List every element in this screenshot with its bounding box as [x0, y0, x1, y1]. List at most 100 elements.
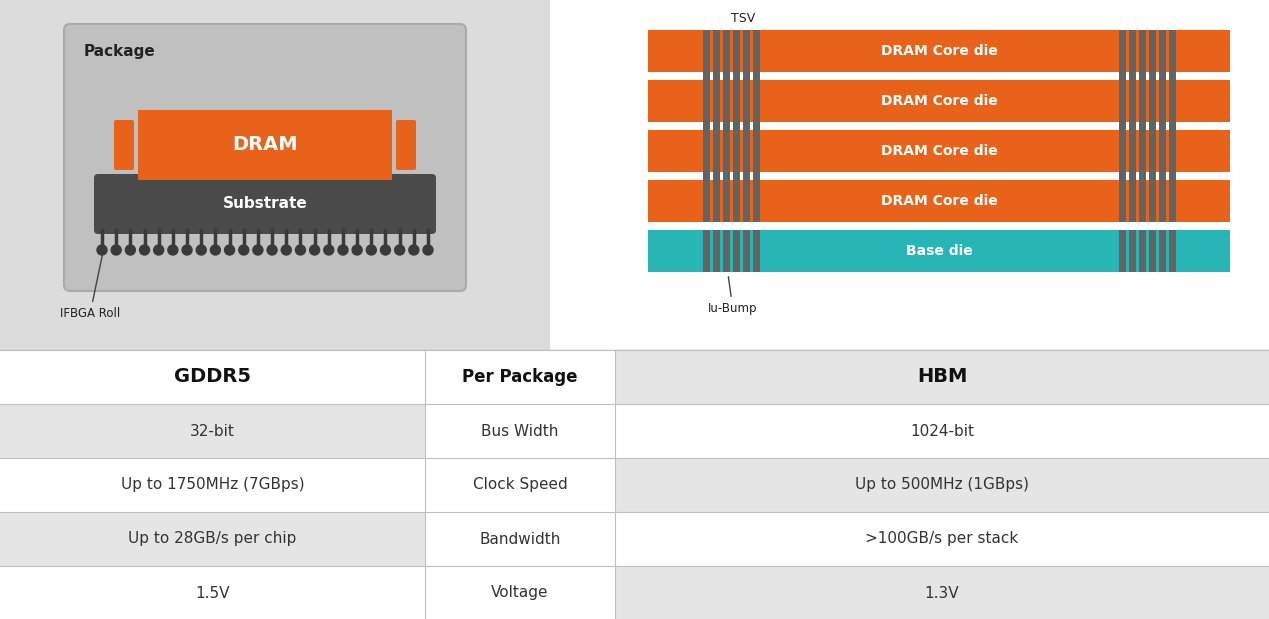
Text: DRAM: DRAM [232, 136, 298, 155]
Bar [425, 512, 615, 566]
Text: >100GB/s per stack: >100GB/s per stack [865, 532, 1019, 547]
Bar [648, 230, 1230, 272]
Bar [1169, 30, 1176, 80]
Bar [753, 180, 760, 222]
Bar [1148, 80, 1156, 130]
Bar [1169, 180, 1176, 222]
FancyBboxPatch shape [63, 24, 466, 291]
Text: GDDR5: GDDR5 [174, 368, 251, 386]
Text: DRAM Core die: DRAM Core die [881, 44, 997, 58]
Bar [0, 404, 425, 458]
Bar [723, 180, 730, 222]
Bar [733, 180, 740, 222]
Bar [615, 458, 1269, 512]
Bar [703, 180, 709, 222]
Bar [703, 80, 709, 130]
Text: Up to 28GB/s per chip: Up to 28GB/s per chip [128, 532, 297, 547]
Bar [1159, 30, 1166, 80]
Bar [1159, 230, 1166, 272]
Text: Voltage: Voltage [491, 586, 548, 600]
Bar [0, 0, 549, 350]
Bar [425, 458, 615, 512]
Bar [733, 80, 740, 130]
Circle shape [140, 245, 150, 255]
Bar [1159, 80, 1166, 130]
Circle shape [112, 245, 121, 255]
Bar [138, 110, 392, 180]
Bar [703, 30, 709, 80]
Bar [1129, 230, 1136, 272]
Circle shape [239, 245, 249, 255]
FancyBboxPatch shape [114, 120, 135, 170]
Circle shape [324, 245, 334, 255]
Bar [1129, 180, 1136, 222]
Text: Bus Width: Bus Width [481, 423, 558, 438]
Bar [1119, 30, 1126, 80]
Bar [703, 130, 709, 180]
Bar [425, 566, 615, 619]
Bar [1169, 130, 1176, 180]
Text: HBM: HBM [916, 368, 967, 386]
Text: TSV: TSV [731, 12, 755, 25]
Circle shape [395, 245, 405, 255]
Text: Package: Package [84, 44, 156, 59]
Bar [1119, 230, 1126, 272]
Bar [615, 350, 1269, 404]
Text: DRAM Core die: DRAM Core die [881, 144, 997, 158]
Circle shape [225, 245, 235, 255]
Bar [713, 30, 720, 80]
Bar [1169, 80, 1176, 130]
Text: Clock Speed: Clock Speed [472, 477, 567, 493]
Text: 1024-bit: 1024-bit [910, 423, 975, 438]
Circle shape [253, 245, 263, 255]
Circle shape [197, 245, 207, 255]
Bar [723, 30, 730, 80]
Bar [733, 30, 740, 80]
Circle shape [338, 245, 348, 255]
Bar [648, 80, 1230, 122]
Circle shape [381, 245, 391, 255]
Circle shape [310, 245, 320, 255]
Circle shape [168, 245, 178, 255]
Bar [733, 130, 740, 180]
Bar [1129, 80, 1136, 130]
Bar [713, 80, 720, 130]
Bar [1159, 130, 1166, 180]
Text: Iu-Bump: Iu-Bump [708, 277, 758, 315]
FancyBboxPatch shape [94, 174, 437, 234]
Bar [713, 230, 720, 272]
Bar [1148, 30, 1156, 80]
Bar [1119, 180, 1126, 222]
Text: 1.3V: 1.3V [925, 586, 959, 600]
Circle shape [211, 245, 221, 255]
Bar [648, 130, 1230, 172]
Bar [1129, 30, 1136, 80]
Bar [753, 130, 760, 180]
Bar [1159, 180, 1166, 222]
Bar [1169, 230, 1176, 272]
Bar [1119, 130, 1126, 180]
Bar [1119, 80, 1126, 130]
Bar [1140, 180, 1146, 222]
Bar [1148, 130, 1156, 180]
Text: Per Package: Per Package [462, 368, 577, 386]
Bar [713, 180, 720, 222]
Bar [703, 230, 709, 272]
Bar [744, 30, 750, 80]
Bar [723, 130, 730, 180]
Text: DRAM Core die: DRAM Core die [881, 94, 997, 108]
Bar [753, 230, 760, 272]
Bar [744, 230, 750, 272]
Bar [753, 30, 760, 80]
Bar [723, 230, 730, 272]
Bar [1140, 30, 1146, 80]
Text: Up to 500MHz (1GBps): Up to 500MHz (1GBps) [855, 477, 1029, 493]
Text: Base die: Base die [906, 244, 972, 258]
Text: 1.5V: 1.5V [195, 586, 230, 600]
Bar [744, 80, 750, 130]
Text: 32-bit: 32-bit [190, 423, 235, 438]
Text: DRAM Core die: DRAM Core die [881, 194, 997, 208]
Bar [0, 350, 425, 404]
Circle shape [367, 245, 377, 255]
Bar [1129, 130, 1136, 180]
